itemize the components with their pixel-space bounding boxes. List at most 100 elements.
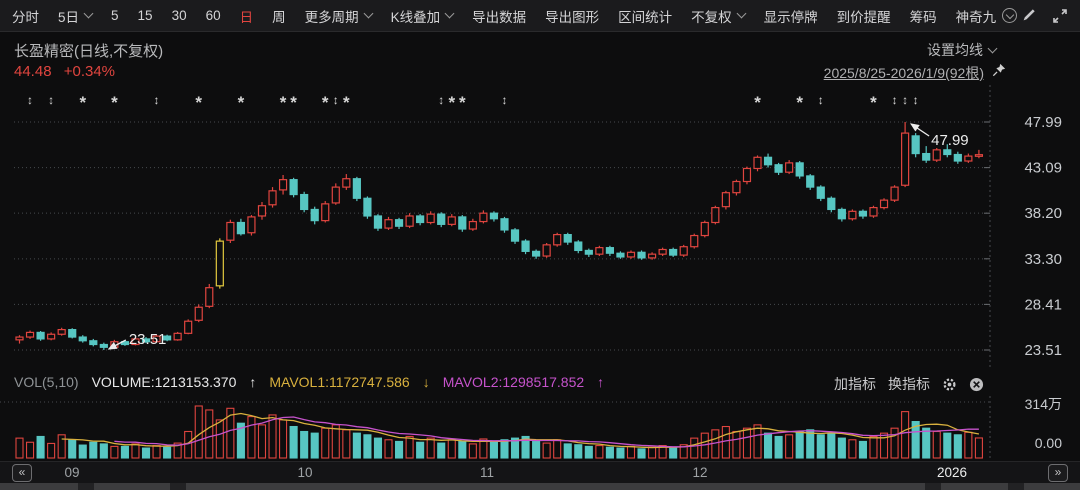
tab-15min[interactable]: 15 — [137, 8, 153, 23]
event-updown-icon: ↕ — [913, 93, 919, 107]
event-star-icon: * — [448, 93, 455, 112]
btn-show-suspended[interactable]: 显示停牌 — [763, 9, 818, 25]
price-annotations: 23.51 47.99 — [107, 123, 969, 350]
circle-chevron-icon — [1002, 8, 1018, 23]
event-star-icon: * — [343, 93, 350, 112]
price-change-pct: +0.34% — [63, 63, 116, 80]
event-updown-icon: ↕ — [902, 93, 908, 107]
btn-export-data[interactable]: 导出数据 — [472, 9, 527, 25]
event-star-icon: * — [111, 93, 118, 112]
event-star-icon: * — [280, 93, 287, 112]
chevron-down-icon — [363, 8, 374, 19]
event-star-icon: * — [79, 93, 86, 112]
switch-indicator-button[interactable]: 换指标 — [888, 376, 930, 392]
price-axis-label: 23.51 — [1024, 342, 1062, 359]
event-star-icon: * — [238, 93, 245, 112]
time-axis-label: 11 — [479, 465, 495, 480]
btn-price-alert[interactable]: 到价提醒 — [836, 9, 891, 25]
volume-bars — [15, 405, 983, 459]
event-updown-icon: ↕ — [48, 93, 54, 107]
menu-kline-overlay[interactable]: K线叠加 — [391, 6, 455, 26]
mavol2-line — [114, 416, 979, 448]
time-axis-label: 10 — [297, 465, 313, 480]
period-tab-list: 分时 5日 5 15 30 60 日 周 更多周期 K线叠加 导出数据 导出图形 区间统计 不复权 显示停牌… — [12, 6, 1018, 26]
volume-indicator-bar: VOL(5,10) VOLUME:1213153.370 ↑ MAVOL1:11… — [14, 374, 604, 390]
event-updown-icon: ↕ — [27, 93, 33, 107]
chevron-down-icon — [83, 8, 94, 19]
btn-magic-nine[interactable]: 神奇九 — [956, 6, 1018, 26]
toolbar-right-icons — [1021, 8, 1068, 24]
last-price: 44.48 — [14, 63, 52, 80]
last-price-row: 44.48 +0.34% — [14, 63, 115, 80]
event-updown-icon: ↕ — [501, 93, 507, 107]
ma-settings-button[interactable]: 设置均线 — [927, 40, 998, 60]
visible-range-link[interactable]: 2025/8/25-2026/1/9(92根) — [823, 65, 984, 81]
chevron-down-icon — [987, 43, 998, 53]
tab-5day[interactable]: 5日 — [58, 6, 94, 26]
btn-range-stats[interactable]: 区间统计 — [618, 9, 673, 25]
event-markers: ↕ ↕ * * ↕ * * * * * ↕ * ↕ * * ↕ * * ↕ * ↕ ↕ ↕ — [27, 93, 919, 112]
indicator-name[interactable]: VOL(5,10) — [14, 374, 79, 390]
event-updown-icon: ↕ — [438, 93, 444, 107]
mavol1-value: MAVOL1:1172747.586 — [269, 374, 410, 390]
timeline-scrollbar[interactable] — [0, 483, 1080, 490]
tab-daily[interactable]: 日 — [239, 9, 254, 25]
event-star-icon: * — [290, 93, 297, 112]
chevron-down-icon — [736, 8, 747, 19]
candles — [15, 122, 984, 350]
btn-export-image[interactable]: 导出图形 — [545, 9, 600, 25]
menu-adjust-mode[interactable]: 不复权 — [691, 6, 747, 26]
volume-axis-min-label: 0.00 — [1035, 435, 1062, 451]
low-price-annotation: 23.51 — [129, 331, 167, 348]
mavol1-direction-arrow: ↓ — [422, 374, 430, 390]
event-star-icon: * — [870, 93, 877, 112]
volume-chart[interactable]: 314万 0.00 — [0, 396, 1080, 460]
event-updown-icon: ↕ — [333, 93, 339, 107]
price-axis-label: 38.20 — [1024, 205, 1062, 222]
menu-more-periods[interactable]: 更多周期 — [305, 6, 374, 26]
volume-axis-max-label: 314万 — [1025, 396, 1062, 412]
price-axis-label: 47.99 — [1024, 114, 1062, 131]
indicator-settings-gear-icon[interactable] — [942, 377, 957, 392]
tab-minute[interactable]: 分时 — [12, 9, 39, 25]
event-star-icon: * — [459, 93, 466, 112]
fullscreen-expand-icon[interactable] — [1052, 8, 1068, 24]
price-axis-label: 33.30 — [1024, 251, 1062, 268]
price-axis-label: 28.41 — [1024, 296, 1062, 313]
volume-direction-arrow: ↑ — [249, 374, 257, 390]
volume-value: VOLUME:1213153.370 — [91, 374, 237, 390]
event-updown-icon: ↕ — [818, 93, 824, 107]
chevron-down-icon — [444, 8, 455, 19]
mavol2-value: MAVOL2:1298517.852 — [442, 374, 585, 390]
price-gridlines — [14, 121, 990, 351]
event-updown-icon: ↕ — [892, 93, 898, 107]
time-axis-label: 12 — [692, 465, 708, 480]
btn-chips[interactable]: 筹码 — [909, 9, 937, 25]
close-indicator-icon[interactable] — [969, 377, 984, 392]
scroll-right-button[interactable]: » — [1048, 464, 1068, 482]
event-star-icon: * — [322, 93, 329, 112]
indicator-tools: 加指标 换指标 — [834, 374, 984, 394]
tab-30min[interactable]: 30 — [171, 8, 187, 23]
event-star-icon: * — [754, 93, 761, 112]
event-updown-icon: ↕ — [154, 93, 160, 107]
price-axis-label: 43.09 — [1024, 160, 1062, 177]
event-star-icon: * — [796, 93, 803, 112]
time-axis: « 09 10 11 12 2026 » — [0, 461, 1080, 483]
tab-weekly[interactable]: 周 — [272, 9, 286, 25]
time-axis-label: 09 — [64, 465, 80, 480]
mavol2-direction-arrow: ↑ — [597, 374, 605, 390]
event-star-icon: * — [195, 93, 202, 112]
top-toolbar: 分时 5日 5 15 30 60 日 周 更多周期 K线叠加 导出数据 导出图形 区间统计 不复权 显示停牌… — [0, 0, 1080, 32]
pin-icon[interactable] — [992, 63, 1006, 82]
scroll-left-button[interactable]: « — [12, 464, 32, 482]
instrument-title: 长盈精密(日线,不复权) — [14, 43, 164, 60]
tab-5min[interactable]: 5 — [111, 8, 119, 23]
add-indicator-button[interactable]: 加指标 — [834, 376, 876, 392]
draw-pen-icon[interactable] — [1021, 8, 1036, 23]
ma-settings-label: 设置均线 — [927, 42, 983, 58]
time-axis-label: 2026 — [936, 465, 968, 480]
tab-60min[interactable]: 60 — [205, 8, 221, 23]
